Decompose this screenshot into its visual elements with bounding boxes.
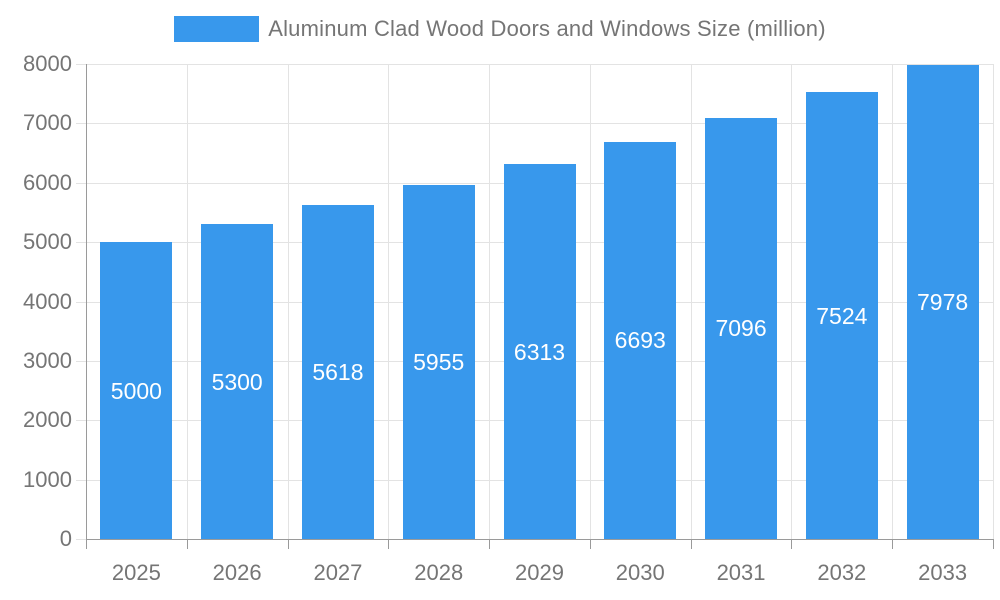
y-axis-tick-label: 5000 [23,229,72,255]
bar-2025[interactable] [100,242,173,539]
x-tick [791,539,793,549]
x-axis-line [86,539,993,540]
y-gridline [76,64,993,65]
x-gridline [690,64,692,539]
bar-value-label: 6693 [614,327,666,354]
bar-value-label: 5618 [312,359,364,386]
x-axis-tick-label: 2030 [615,560,665,585]
x-gridline [186,64,188,539]
x-tick [993,539,994,549]
y-axis-tick-label: 0 [59,526,72,551]
y-axis-tick-label: 2000 [23,407,72,433]
bar-2029[interactable] [503,164,576,539]
x-tick [892,539,894,549]
x-tick [589,539,591,549]
x-axis-tick-label: 2032 [817,560,867,585]
bar-value-label: 7978 [917,289,969,316]
y-axis-line [86,64,87,549]
bar-2030[interactable] [604,141,677,539]
bar-value-label: 6313 [513,338,566,365]
bar-2031[interactable] [705,117,778,539]
x-tick [690,539,692,549]
x-tick [489,539,491,549]
y-axis-tick-label: 1000 [23,466,72,492]
x-axis-tick-label: 2027 [313,560,363,585]
y-axis-tick-label: 8000 [23,51,72,76]
legend-swatch-icon [174,16,260,42]
x-gridline [388,64,390,539]
y-axis-tick-label: 6000 [23,169,72,195]
x-gridline [892,64,894,539]
x-axis-tick-label: 2026 [212,560,262,585]
bar-2026[interactable] [201,224,274,539]
x-axis-tick-label: 2028 [414,560,464,585]
bar-value-label: 7096 [715,315,767,342]
x-tick [186,539,188,549]
x-gridline [287,64,289,539]
x-gridline [791,64,793,539]
y-axis-tick-label: 7000 [23,110,72,136]
x-tick [388,539,390,549]
y-gridline [76,123,993,125]
x-gridline [489,64,491,539]
x-gridline [993,64,994,539]
x-tick [287,539,289,549]
bar-value-label: 7524 [816,302,868,329]
bar-2032[interactable] [805,92,878,539]
x-axis-tick-label: 2025 [111,560,161,585]
x-axis-tick-label: 2031 [716,560,766,585]
x-gridline [589,64,591,539]
bar-value-label: 5000 [110,377,162,404]
x-axis-tick-label: 2033 [918,560,968,585]
bar-value-label: 5955 [413,349,465,376]
y-axis-tick-label: 3000 [23,347,72,373]
legend-label: Aluminum Clad Wood Doors and Windows Siz… [268,16,826,41]
bar-value-label: 5300 [211,368,263,395]
y-axis-tick-label: 4000 [23,288,72,314]
bar-2028[interactable] [402,185,475,539]
y-tick [76,539,86,540]
x-axis-tick-label: 2029 [515,560,564,585]
bar-2027[interactable] [301,205,374,539]
legend[interactable]: Aluminum Clad Wood Doors and Windows Siz… [0,16,1000,42]
bar-2033[interactable] [906,65,979,539]
